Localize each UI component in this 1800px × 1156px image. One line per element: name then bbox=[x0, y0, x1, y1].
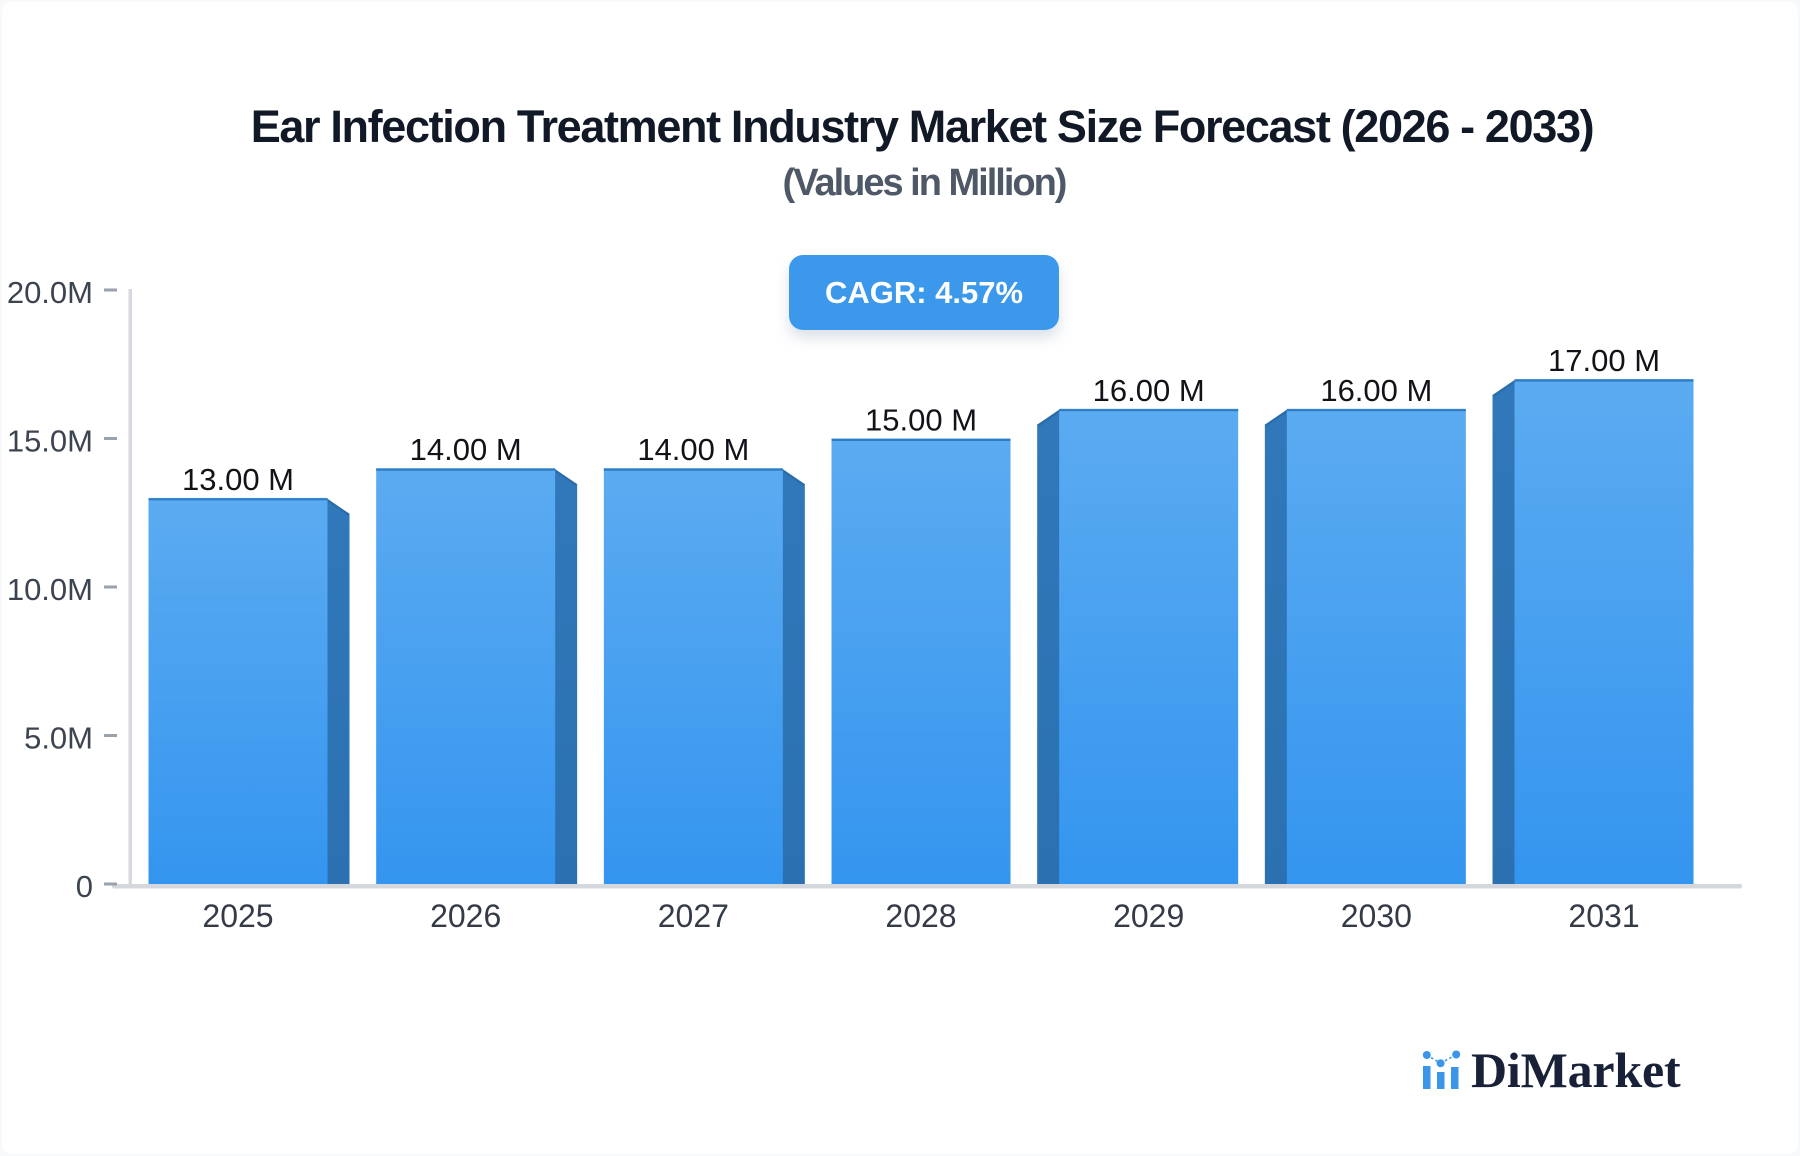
svg-text:2028: 2028 bbox=[885, 898, 956, 934]
svg-text:16.00 M: 16.00 M bbox=[1093, 373, 1205, 408]
svg-text:2031: 2031 bbox=[1568, 898, 1639, 934]
svg-text:2026: 2026 bbox=[430, 898, 501, 934]
svg-text:2030: 2030 bbox=[1341, 898, 1412, 934]
svg-text:2029: 2029 bbox=[1113, 898, 1184, 934]
svg-text:20.0M: 20.0M bbox=[7, 275, 93, 310]
svg-text:2025: 2025 bbox=[202, 898, 273, 934]
svg-text:14.00 M: 14.00 M bbox=[637, 432, 749, 467]
svg-text:15.00 M: 15.00 M bbox=[865, 403, 977, 438]
svg-text:13.00 M: 13.00 M bbox=[182, 462, 294, 497]
svg-text:15.0M: 15.0M bbox=[7, 424, 93, 459]
svg-text:0: 0 bbox=[76, 869, 93, 904]
svg-text:10.0M: 10.0M bbox=[7, 572, 93, 607]
svg-text:5.0M: 5.0M bbox=[24, 721, 93, 756]
svg-text:2027: 2027 bbox=[658, 898, 729, 934]
svg-text:16.00 M: 16.00 M bbox=[1320, 373, 1432, 408]
svg-text:17.00 M: 17.00 M bbox=[1548, 343, 1660, 378]
svg-text:14.00 M: 14.00 M bbox=[410, 432, 522, 467]
